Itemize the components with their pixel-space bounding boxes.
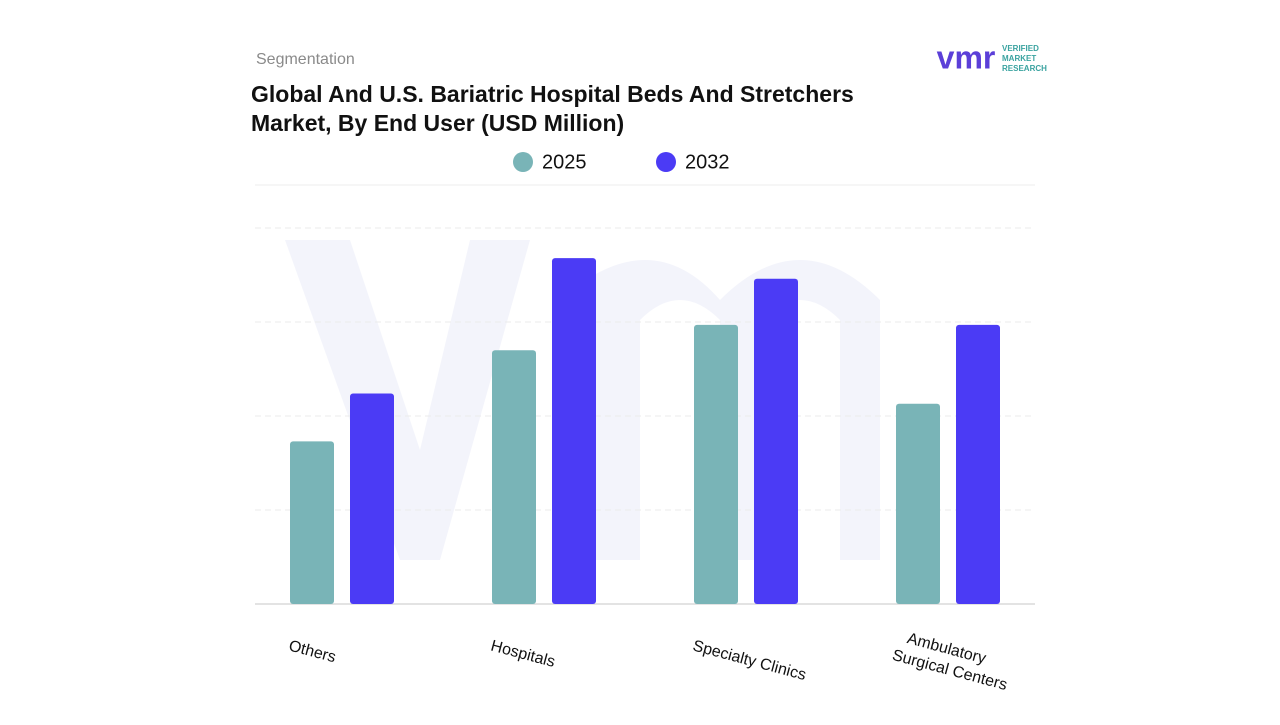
logo-text: MARKET	[1002, 54, 1036, 63]
bar	[694, 324, 738, 604]
chart-title: Market, By End User (USD Million)	[251, 110, 624, 136]
x-tick-label: Hospitals	[489, 638, 557, 671]
x-tick-label: Specialty Clinics	[691, 638, 808, 685]
x-tick-label: Ambulatory Surgical Centers	[890, 628, 1014, 694]
bar	[754, 278, 798, 604]
bar	[350, 393, 394, 604]
logo-text: RESEARCH	[1002, 64, 1047, 73]
section-label: Segmentation	[256, 51, 355, 68]
legend-label: 2032	[685, 151, 730, 173]
bar	[552, 258, 596, 604]
bar	[956, 324, 1000, 604]
logo-mark: vmr	[937, 39, 996, 75]
bar	[290, 441, 334, 604]
bar	[896, 403, 940, 604]
chart-title: Global And U.S. Bariatric Hospital Beds …	[251, 81, 854, 107]
logo-text: VERIFIED	[1002, 44, 1039, 53]
bar	[492, 350, 536, 604]
logo: vmr VERIFIED MARKET RESEARCH	[937, 39, 1047, 75]
legend-marker	[656, 152, 676, 172]
x-tick-label: Others	[287, 638, 338, 667]
legend-label: 2025	[542, 151, 587, 173]
legend-marker	[513, 152, 533, 172]
